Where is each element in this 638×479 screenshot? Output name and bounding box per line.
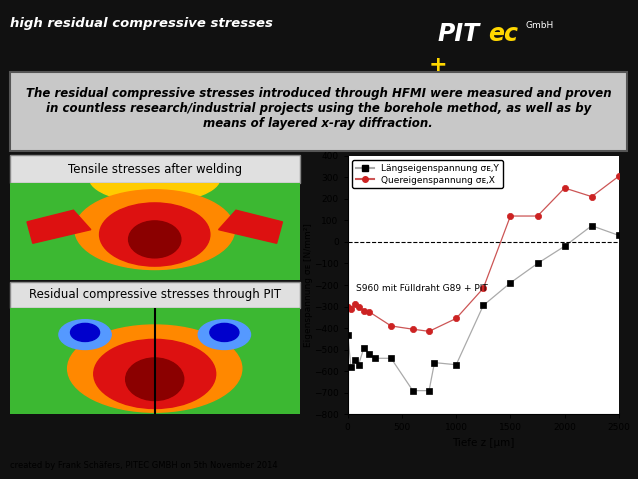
FancyBboxPatch shape xyxy=(10,155,300,183)
Ellipse shape xyxy=(100,203,210,266)
Polygon shape xyxy=(27,210,91,243)
Text: The residual compressive stresses introduced through HFMI were measured and prov: The residual compressive stresses introd… xyxy=(26,87,611,130)
Ellipse shape xyxy=(129,221,181,258)
Ellipse shape xyxy=(126,358,184,400)
Ellipse shape xyxy=(68,325,242,412)
FancyBboxPatch shape xyxy=(10,72,627,151)
Text: created by Frank Schäfers, PITEC GMBH on 5th November 2014: created by Frank Schäfers, PITEC GMBH on… xyxy=(10,461,277,470)
Text: S960 mit Fülldraht G89 + PIT: S960 mit Fülldraht G89 + PIT xyxy=(356,285,487,294)
FancyBboxPatch shape xyxy=(10,282,300,308)
Ellipse shape xyxy=(89,154,220,203)
Text: ec: ec xyxy=(488,22,518,46)
Ellipse shape xyxy=(59,319,111,350)
Text: Residual compressive stresses through PIT: Residual compressive stresses through PI… xyxy=(29,288,281,301)
Text: GmbH: GmbH xyxy=(525,21,553,30)
Text: high residual compressive stresses: high residual compressive stresses xyxy=(10,17,272,30)
Polygon shape xyxy=(219,210,283,243)
Text: Tensile stresses after welding: Tensile stresses after welding xyxy=(68,162,242,176)
Ellipse shape xyxy=(198,319,251,350)
Legend: Längseigenspannung σᴇ,Y, Quereigenspannung σᴇ,X: Längseigenspannung σᴇ,Y, Quereigenspannu… xyxy=(352,160,503,188)
Ellipse shape xyxy=(75,190,235,270)
X-axis label: Tiefe z [μm]: Tiefe z [μm] xyxy=(452,438,514,448)
Text: PIT: PIT xyxy=(437,22,479,46)
Y-axis label: Eigenspannung σᴇ [N/mm²]: Eigenspannung σᴇ [N/mm²] xyxy=(304,223,313,347)
Ellipse shape xyxy=(94,339,216,409)
Text: +: + xyxy=(429,55,447,75)
Ellipse shape xyxy=(210,323,239,342)
Ellipse shape xyxy=(71,323,100,342)
